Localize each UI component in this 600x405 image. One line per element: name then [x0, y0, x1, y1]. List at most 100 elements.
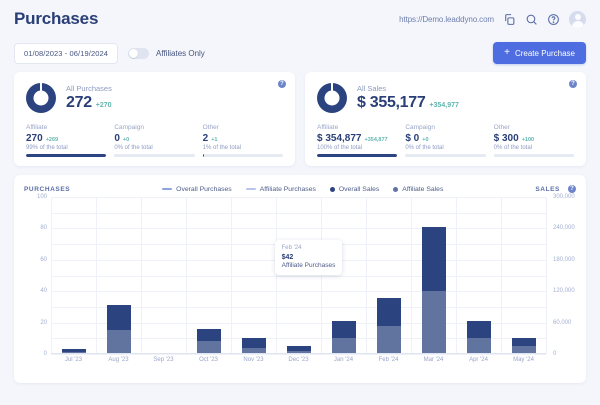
tooltip-title: Feb '24: [282, 245, 336, 251]
x-tick-label: Nov '23: [231, 357, 276, 363]
axis-baseline: [51, 353, 546, 354]
all-sales-card: ? All Sales $ 355,177 +354,977 Affiliate: [305, 72, 586, 166]
y2-tick: 240,000: [553, 225, 575, 231]
card-text: All Sales $ 355,177 +354,977: [357, 84, 459, 112]
app-header: Purchases https://Demo.leaddyno.com: [10, 0, 590, 38]
legend-marker: [162, 188, 172, 190]
card-help-icon[interactable]: ?: [569, 80, 577, 88]
x-tick-label: Sep '23: [141, 357, 186, 363]
chart-plot-area: 020406080100 0 60,000 120,000 180,000 240,00…: [24, 197, 576, 379]
card-breakdown: Affiliate $ 354,877 +354,877 100% of the…: [317, 124, 574, 157]
search-icon[interactable]: [525, 13, 538, 26]
x-tick-label: Jul '23: [51, 357, 96, 363]
card-value: $ 355,177: [357, 94, 425, 112]
y-tick: 40: [40, 288, 47, 294]
y2-tick: 180,000: [553, 257, 575, 263]
summary-cards: ? All Purchases 272 +270 Affiliate: [10, 72, 590, 166]
plot-canvas: Feb '24 $42 Affiliate Purchases: [51, 197, 546, 354]
x-tick-label: Aug '23: [96, 357, 141, 363]
breakdown-percent-text: 99% of the total: [26, 145, 106, 151]
breakdown-name: Affiliate: [26, 124, 106, 131]
breakdown-delta: +0: [123, 137, 129, 143]
card-label: All Sales: [357, 84, 459, 93]
card-breakdown: Affiliate 270 +269 99% of the total Camp…: [26, 124, 283, 157]
left-axis-title: PURCHASES: [24, 186, 70, 193]
tooltip-subtitle: Affiliate Purchases: [282, 262, 336, 269]
y-tick: 100: [37, 194, 47, 200]
breakdown-value: $ 300: [494, 133, 519, 144]
affiliates-only-toggle[interactable]: [128, 48, 149, 59]
chart-help-icon[interactable]: ?: [568, 185, 576, 193]
card-header: All Sales $ 355,177 +354,977: [317, 82, 574, 114]
card-value: 272: [66, 94, 92, 112]
breakdown-delta: +100: [522, 137, 534, 143]
breakdown-affiliate: Affiliate $ 354,877 +354,877 100% of the…: [317, 124, 397, 157]
breakdown-affiliate: Affiliate 270 +269 99% of the total: [26, 124, 106, 157]
help-icon[interactable]: [547, 13, 560, 26]
breakdown-progress: [26, 154, 106, 157]
chart-legend: Overall Purchases Affiliate Purchases Over…: [162, 186, 443, 193]
date-range-input[interactable]: 01/08/2023 - 06/19/2024: [14, 43, 118, 64]
breakdown-other: Other 2 +1 1% of the total: [203, 124, 283, 157]
legend-item[interactable]: Overall Purchases: [162, 186, 232, 193]
y2-tick: 120,000: [553, 288, 575, 294]
gridline-v: [546, 197, 547, 354]
breakdown-delta: +269: [46, 137, 58, 143]
breakdown-other: Other $ 300 +100 0% of the total: [494, 124, 574, 157]
left-axis: 020406080100: [24, 197, 50, 354]
chart-header: PURCHASES Overall Purchases Affiliate Pur…: [24, 183, 576, 195]
x-tick-label: Mar '24: [411, 357, 456, 363]
demo-url-text: https://Demo.leaddyno.com: [399, 15, 494, 24]
legend-item[interactable]: Overall Sales: [330, 186, 379, 193]
breakdown-name: Affiliate: [317, 124, 397, 131]
legend-marker: [393, 187, 398, 192]
legend-marker: [330, 187, 335, 192]
legend-marker: [246, 188, 256, 190]
breakdown-value: $ 354,877: [317, 133, 362, 144]
card-delta: +354,977: [429, 102, 458, 109]
chart-tooltip: Feb '24 $42 Affiliate Purchases: [275, 240, 343, 275]
create-purchase-button[interactable]: + Create Purchase: [493, 42, 586, 64]
card-help-icon[interactable]: ?: [278, 80, 286, 88]
purchases-sales-chart-card: PURCHASES Overall Purchases Affiliate Pur…: [14, 175, 586, 383]
legend-item[interactable]: Affiliate Sales: [393, 186, 443, 193]
breakdown-campaign: Campaign $ 0 +0 0% of the total: [405, 124, 485, 157]
x-tick-label: Dec '23: [276, 357, 321, 363]
affiliates-only-toggle-group[interactable]: Affiliates Only: [128, 48, 205, 59]
avatar[interactable]: [569, 11, 586, 28]
y2-tick: 60,000: [553, 320, 571, 326]
breakdown-campaign: Campaign 0 +0 0% of the total: [114, 124, 194, 157]
breakdown-percent-text: 100% of the total: [317, 145, 397, 151]
donut-gap: [40, 83, 42, 92]
legend-label: Affiliate Purchases: [260, 186, 316, 193]
header-actions: https://Demo.leaddyno.com: [399, 11, 586, 28]
toggle-knob: [129, 49, 138, 58]
copy-icon[interactable]: [503, 13, 516, 26]
legend-label: Overall Purchases: [176, 186, 232, 193]
right-axis: 060,000120,000180,000240,000300,000: [550, 197, 576, 354]
legend-label: Affiliate Sales: [402, 186, 443, 193]
breakdown-name: Other: [494, 124, 574, 131]
breakdown-percent-text: 0% of the total: [114, 145, 194, 151]
breakdown-value: $ 0: [405, 133, 419, 144]
plus-icon: +: [504, 48, 510, 58]
purchases-page: Purchases https://Demo.leaddyno.com: [0, 0, 600, 405]
donut-chart: [26, 83, 56, 113]
page-title: Purchases: [14, 9, 98, 29]
breakdown-progress: [317, 154, 397, 157]
card-header: All Purchases 272 +270: [26, 82, 283, 114]
legend-label: Overall Sales: [339, 186, 379, 193]
breakdown-name: Campaign: [405, 124, 485, 131]
breakdown-progress: [203, 154, 283, 157]
donut-gap: [331, 83, 333, 92]
legend-item[interactable]: Affiliate Purchases: [246, 186, 316, 193]
breakdown-progress: [405, 154, 485, 157]
y2-tick: 0: [553, 351, 556, 357]
filters-toolbar: 01/08/2023 - 06/19/2024 Affiliates Only …: [10, 38, 590, 68]
breakdown-percent-text: 0% of the total: [494, 145, 574, 151]
breakdown-value: 2: [203, 133, 209, 144]
breakdown-value: 0: [114, 133, 120, 144]
breakdown-percent-text: 0% of the total: [405, 145, 485, 151]
donut-chart: [317, 83, 347, 113]
line-series: [51, 197, 546, 405]
